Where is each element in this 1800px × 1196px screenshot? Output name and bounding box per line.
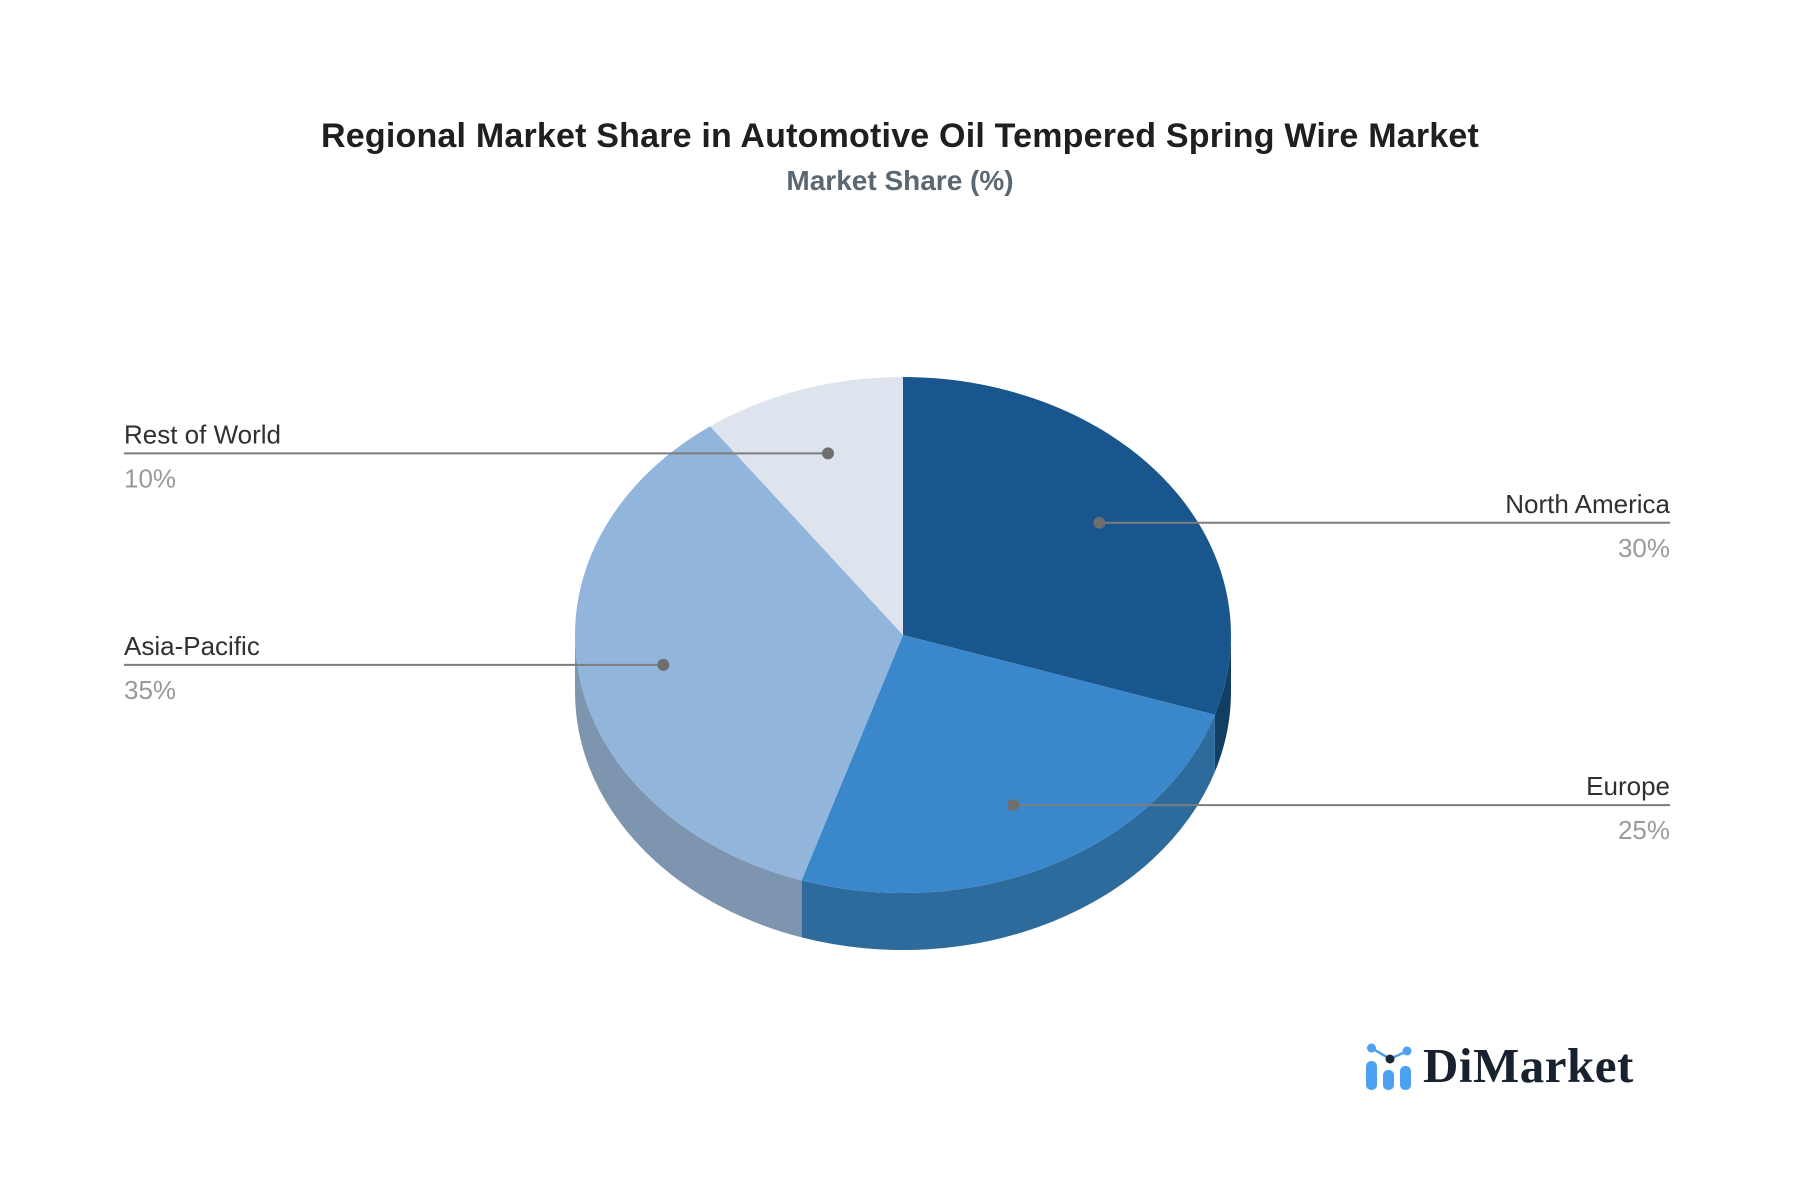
leader-dot-rest-of-world xyxy=(822,447,834,460)
brand-name: DiMarket xyxy=(1423,1038,1634,1093)
slice-label-north-america: North America xyxy=(1505,489,1670,519)
brand-logo: DiMarket xyxy=(1360,1040,1634,1092)
pie-slice-europe xyxy=(801,635,1215,894)
pie-slice-side-europe xyxy=(801,714,1215,951)
pie-slice-asia-pacific xyxy=(574,426,903,881)
bar-line-chart-icon xyxy=(1366,1043,1412,1090)
pie-slice-side-asia-pacific xyxy=(574,635,802,938)
leader-dot-asia-pacific xyxy=(657,658,670,671)
leader-dot-north-america xyxy=(1093,516,1106,529)
chart-title: Regional Market Share in Automotive Oil … xyxy=(321,117,1479,155)
slice-percent-europe: 25% xyxy=(1618,815,1670,845)
slice-percent-north-america: 30% xyxy=(1618,533,1670,563)
slice-label-europe: Europe xyxy=(1586,771,1670,801)
slice-percent-asia-pacific: 35% xyxy=(124,675,176,705)
pie-slice-north-america xyxy=(903,377,1231,715)
slice-label-rest-of-world: Rest of World xyxy=(124,419,281,449)
slice-percent-rest-of-world: 10% xyxy=(124,463,176,493)
chart-subtitle: Market Share (%) xyxy=(786,165,1014,196)
pie-slice-side-north-america xyxy=(1214,635,1231,772)
slice-label-asia-pacific: Asia-Pacific xyxy=(124,631,260,661)
pie-slice-rest-of-world xyxy=(710,377,903,635)
leader-dot-europe xyxy=(1007,799,1020,812)
